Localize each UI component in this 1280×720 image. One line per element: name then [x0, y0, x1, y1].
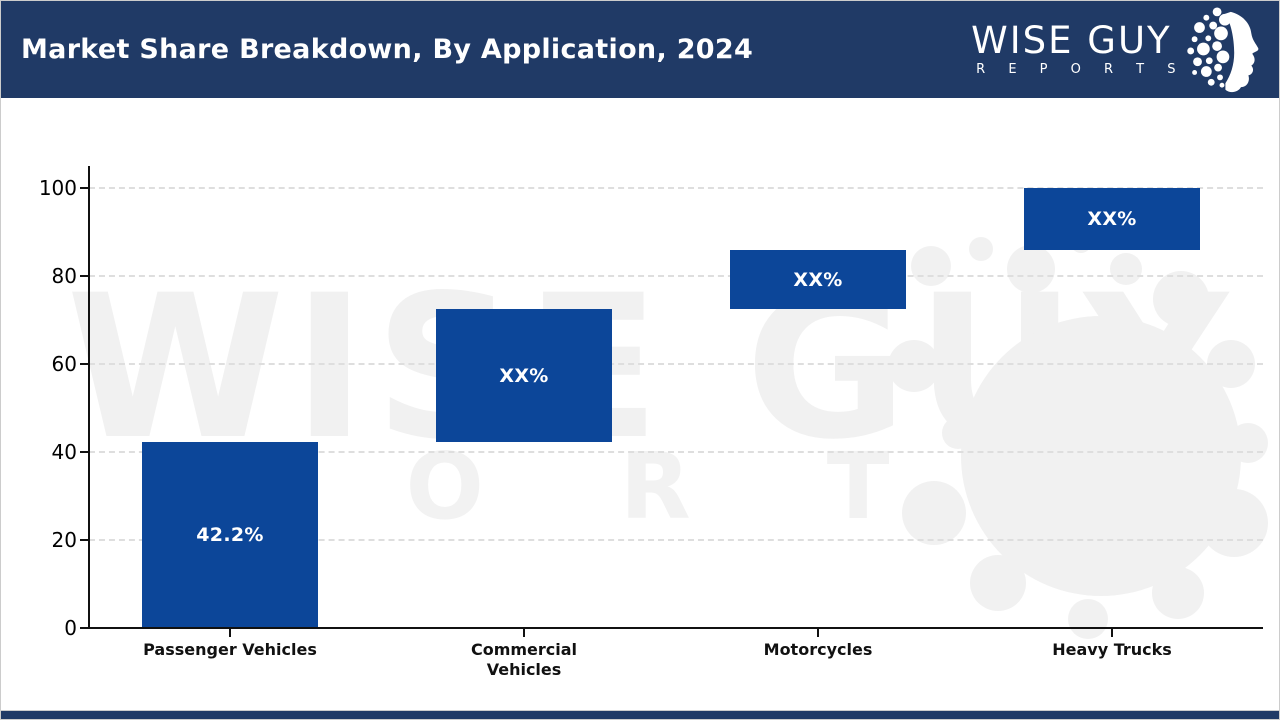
y-tick-mark [80, 275, 88, 277]
page-title: Market Share Breakdown, By Application, … [21, 34, 754, 65]
x-tick-mark [523, 629, 525, 637]
x-axis-line [88, 627, 1263, 629]
category-label-4: Heavy Trucks [1052, 640, 1172, 659]
gridline-y-100 [89, 187, 1263, 189]
logo-text: WISE GUY R E P O R T S [971, 22, 1185, 77]
logo-wordmark: WISE GUY [971, 19, 1172, 62]
y-tick-label: 60 [51, 352, 77, 376]
wise-guy-head-icon [1187, 6, 1259, 92]
gridline-y-80 [89, 275, 1263, 277]
category-label-3: Motorcycles [763, 640, 873, 659]
header-bar: Market Share Breakdown, By Application, … [1, 1, 1279, 98]
y-tick-label: 0 [64, 616, 77, 640]
bar-motorcycles: XX% [730, 250, 906, 309]
y-tick-mark [80, 539, 88, 541]
category-label-2: Commercial Vehicles [470, 640, 578, 679]
bar-heavy-trucks: XX% [1024, 188, 1200, 251]
y-tick-mark [80, 451, 88, 453]
gridline-y-40 [89, 451, 1263, 453]
gridline-y-60 [89, 363, 1263, 365]
bar-value-label: 42.2% [196, 524, 264, 547]
bar-value-label: XX% [1087, 208, 1137, 231]
y-tick-label: 100 [38, 176, 77, 200]
bar-commercial-vehicles: XX% [436, 309, 612, 443]
x-tick-mark [817, 629, 819, 637]
y-tick-mark [80, 187, 88, 189]
y-tick-mark [80, 363, 88, 365]
y-tick-label: 40 [51, 440, 77, 464]
wise-guy-reports-logo: WISE GUY R E P O R T S [971, 6, 1261, 94]
bar-value-label: XX% [499, 364, 549, 387]
bar-value-label: XX% [793, 268, 843, 291]
y-tick-label: 20 [51, 528, 77, 552]
bar-passenger-vehicles: 42.2% [142, 442, 318, 628]
gridline-y-20 [89, 539, 1263, 541]
x-tick-mark [1111, 629, 1113, 637]
category-label-1: Passenger Vehicles [143, 640, 317, 659]
logo-subtitle: R E P O R T S [976, 62, 1185, 77]
footer-bar [1, 710, 1279, 719]
y-tick-mark [80, 627, 88, 629]
y-axis-line [88, 166, 90, 629]
y-tick-label: 80 [51, 264, 77, 288]
x-tick-mark [229, 629, 231, 637]
